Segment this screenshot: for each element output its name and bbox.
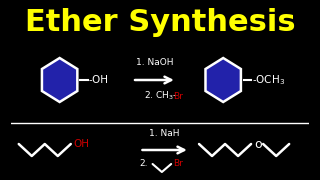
Text: -OCH$_3$: -OCH$_3$ (252, 73, 285, 87)
Text: 1. NaH: 1. NaH (149, 129, 180, 138)
Text: 2. CH$_3$-: 2. CH$_3$- (144, 90, 178, 102)
Text: OH: OH (74, 139, 90, 149)
Circle shape (212, 69, 234, 91)
Text: 1. NaOH: 1. NaOH (136, 57, 173, 66)
Text: Br: Br (173, 159, 183, 168)
Text: o: o (255, 138, 262, 150)
Text: Br: Br (173, 91, 183, 100)
Polygon shape (205, 58, 241, 102)
Polygon shape (42, 58, 77, 102)
Circle shape (49, 69, 70, 91)
Text: 2.: 2. (140, 159, 148, 168)
Text: Ether Synthesis: Ether Synthesis (25, 8, 295, 37)
Text: -OH: -OH (88, 75, 108, 85)
